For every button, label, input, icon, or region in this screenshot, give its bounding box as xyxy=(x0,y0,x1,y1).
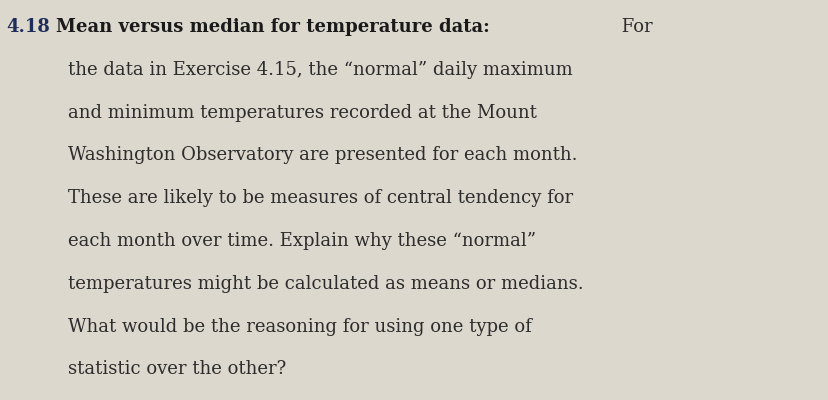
Text: What would be the reasoning for using one type of: What would be the reasoning for using on… xyxy=(68,318,531,336)
Text: each month over time. Explain why these “normal”: each month over time. Explain why these … xyxy=(68,232,536,250)
Text: 4.18: 4.18 xyxy=(7,18,51,36)
Text: Mean versus median for temperature data:: Mean versus median for temperature data: xyxy=(56,18,489,36)
Text: For: For xyxy=(615,18,652,36)
Text: temperatures might be calculated as means or medians.: temperatures might be calculated as mean… xyxy=(68,275,583,293)
Text: These are likely to be measures of central tendency for: These are likely to be measures of centr… xyxy=(68,189,572,207)
Text: Washington Observatory are presented for each month.: Washington Observatory are presented for… xyxy=(68,146,577,164)
Text: the data in Exercise 4.15, the “normal” daily maximum: the data in Exercise 4.15, the “normal” … xyxy=(68,61,572,79)
Text: statistic over the other?: statistic over the other? xyxy=(68,360,286,378)
Text: and minimum temperatures recorded at the Mount: and minimum temperatures recorded at the… xyxy=(68,104,537,122)
